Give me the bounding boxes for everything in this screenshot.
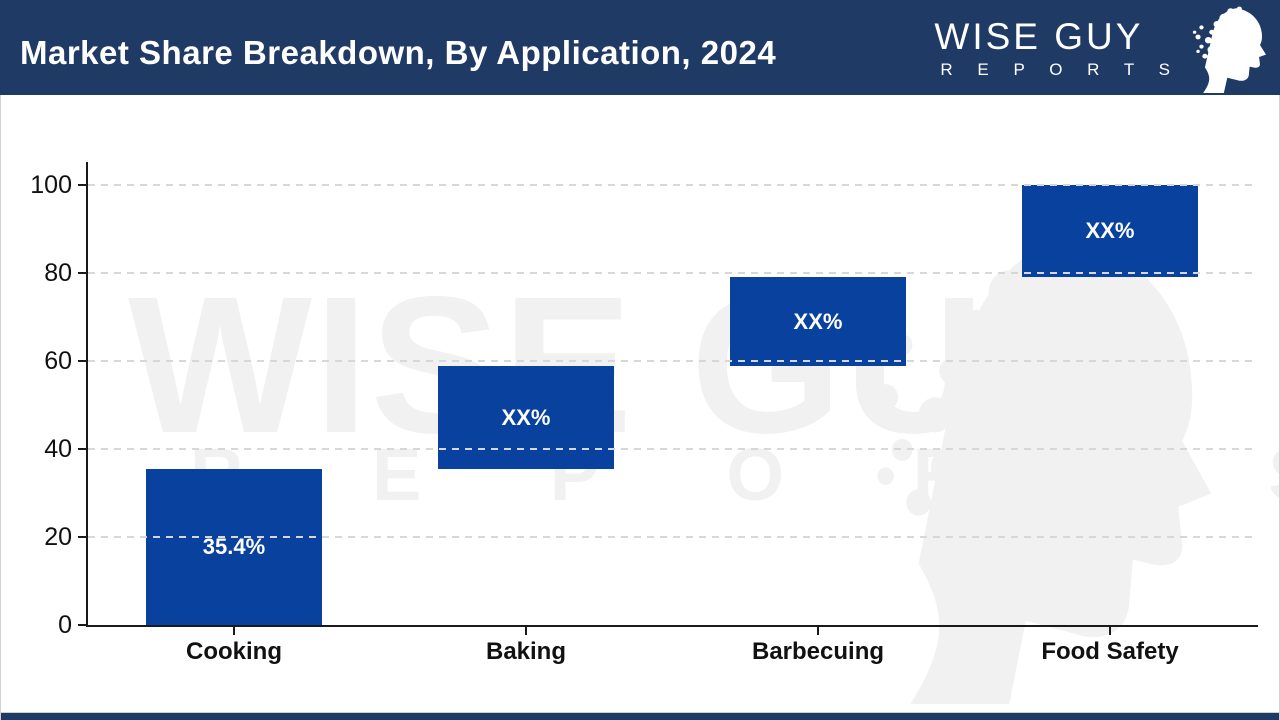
y-tick-label-60: 60 (44, 347, 72, 375)
footer-bar (0, 713, 1280, 720)
x-tick-1 (525, 627, 527, 635)
x-axis-line (86, 625, 1258, 627)
gridline-80 (88, 272, 1256, 274)
y-tick-60 (78, 360, 86, 362)
bar-value-label: 35.4% (202, 534, 266, 560)
y-tick-label-100: 100 (30, 171, 72, 199)
chart-title: Market Share Breakdown, By Application, … (20, 34, 777, 71)
gridline-60 (88, 360, 1256, 362)
category-label: Barbecuing (751, 638, 885, 665)
category-label: Food Safety (1041, 638, 1179, 665)
brand-logo-reports-text: R E P O R T S (940, 60, 1180, 79)
y-tick-20 (78, 536, 86, 538)
header-bar: Market Share Breakdown, By Application, … (0, 0, 1280, 95)
gridline-100 (88, 184, 1256, 186)
x-tick-2 (817, 627, 819, 635)
y-tick-label-0: 0 (58, 611, 72, 639)
bottom-edge-line (0, 712, 1280, 713)
left-edge-line (0, 95, 1, 720)
gridline-40 (88, 448, 1256, 450)
category-label: Cooking (186, 638, 282, 665)
y-tick-40 (78, 448, 86, 450)
bar-value-label: XX% (501, 404, 551, 430)
brand-logo: WISE GUY R E P O R T S (934, 18, 1180, 78)
y-tick-80 (78, 272, 86, 274)
category-label: Baking (485, 638, 566, 665)
gridline-20 (88, 536, 1256, 538)
brand-head-icon (1192, 6, 1266, 93)
bar-value-label: XX% (793, 308, 843, 334)
bar-barbecuing (730, 277, 906, 367)
y-tick-0 (78, 624, 86, 626)
bar-value-label: XX% (1085, 218, 1135, 244)
y-tick-label-20: 20 (44, 523, 72, 551)
y-tick-label-80: 80 (44, 259, 72, 287)
y-tick-label-40: 40 (44, 435, 72, 463)
watermark-head-icon (860, 230, 1212, 704)
x-tick-3 (1109, 627, 1111, 635)
bar-food-safety (1022, 185, 1198, 278)
bar-baking (438, 366, 614, 470)
y-axis-line (86, 162, 88, 627)
x-tick-0 (233, 627, 235, 635)
brand-logo-wiseguy-text: WISE GUY (934, 16, 1144, 57)
bar-cooking (146, 469, 322, 625)
y-tick-100 (78, 184, 86, 186)
